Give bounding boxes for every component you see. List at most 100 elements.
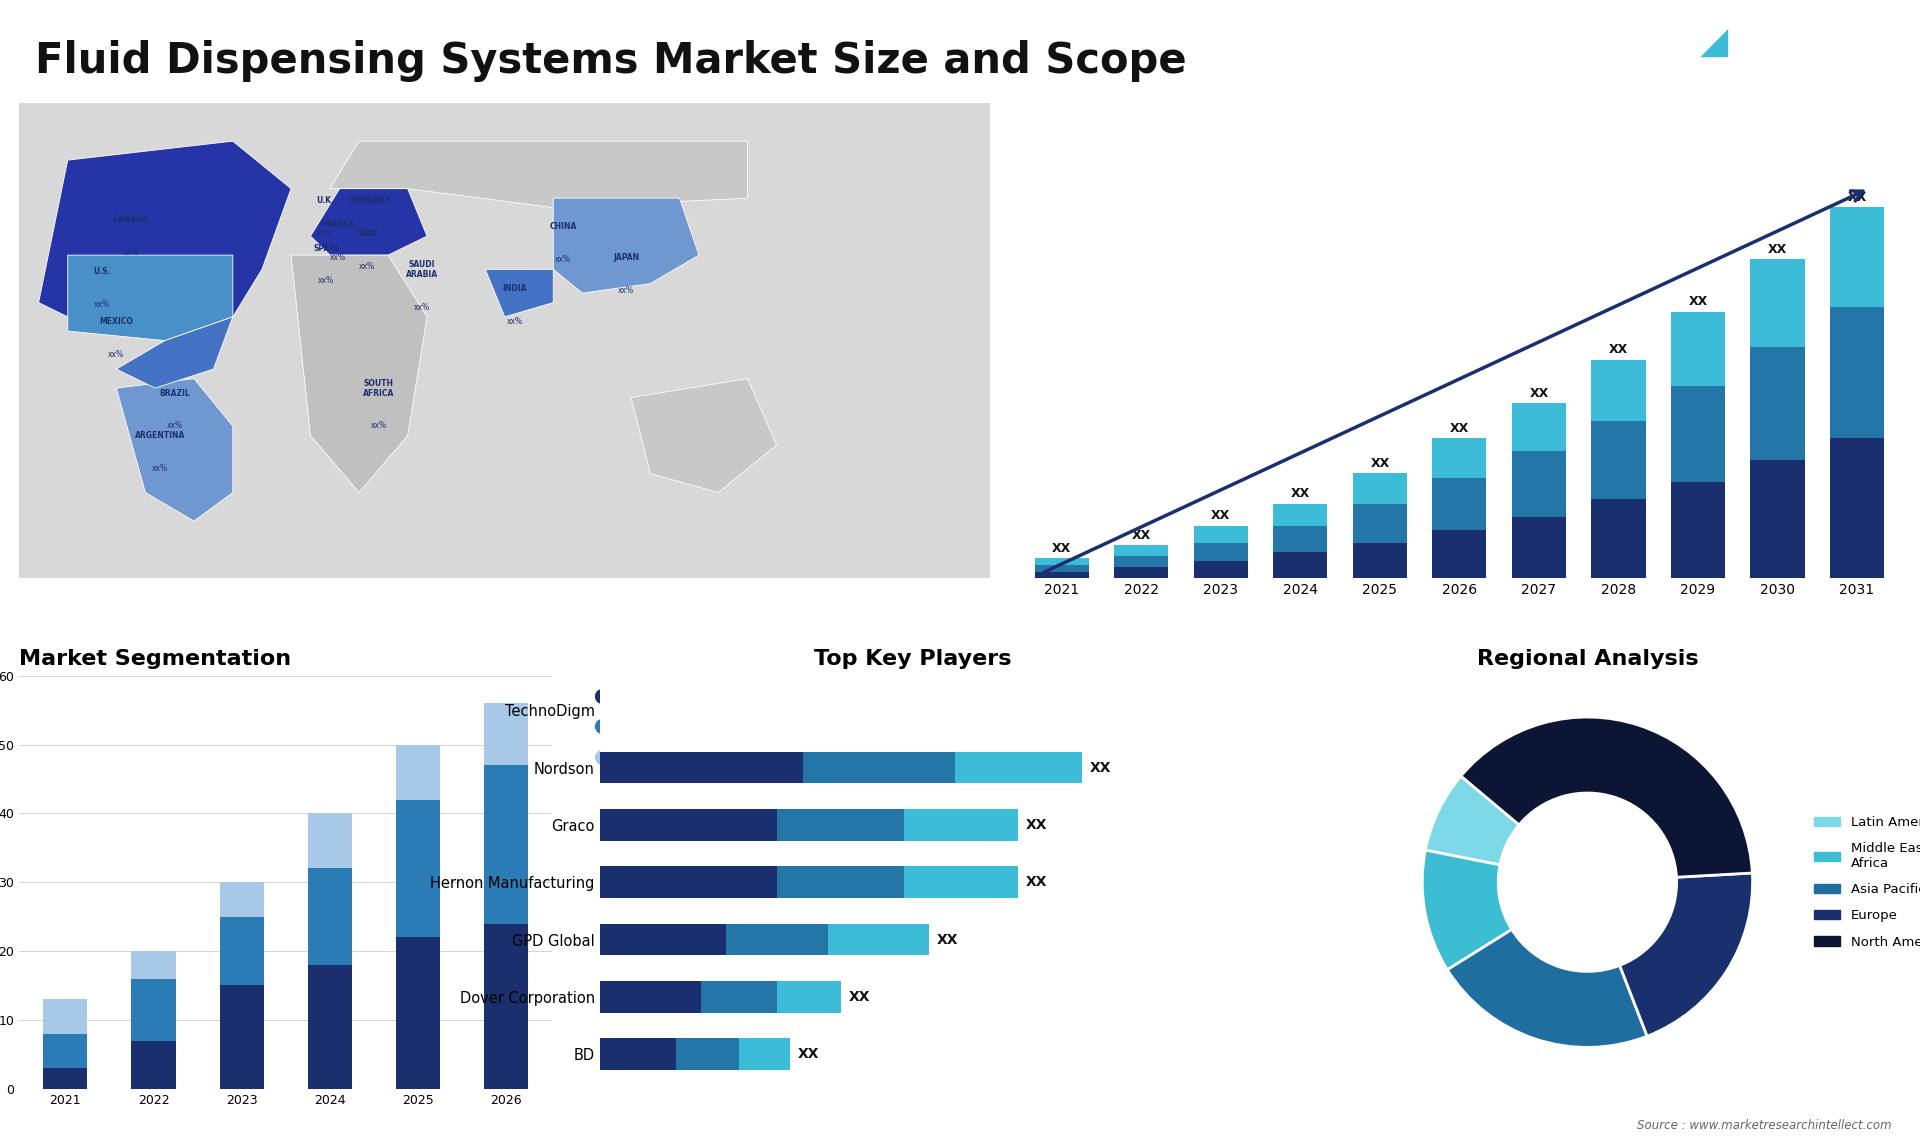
Polygon shape — [632, 378, 776, 493]
Bar — [396, 800, 440, 937]
Polygon shape — [330, 141, 747, 207]
Circle shape — [1498, 793, 1676, 972]
Text: XX: XX — [1688, 296, 1707, 308]
Bar — [1830, 439, 1884, 578]
Bar — [1592, 421, 1645, 500]
Bar — [307, 869, 351, 965]
Text: BRAZIL: BRAZIL — [159, 388, 190, 398]
Text: INDIA: INDIA — [503, 284, 526, 293]
Text: XX: XX — [1847, 190, 1866, 204]
Text: ITALY: ITALY — [355, 229, 378, 238]
Text: Market Segmentation: Market Segmentation — [19, 649, 292, 668]
Bar — [726, 924, 828, 956]
Bar — [44, 999, 88, 1034]
Text: U.S.: U.S. — [92, 267, 111, 276]
Polygon shape — [67, 256, 232, 340]
Legend: Type, Application, Geography: Type, Application, Geography — [582, 683, 722, 771]
Text: xx%: xx% — [94, 300, 109, 309]
Text: xx%: xx% — [108, 350, 125, 359]
Text: xx%: xx% — [361, 229, 376, 238]
Text: XX: XX — [1212, 509, 1231, 523]
Text: XX: XX — [937, 933, 958, 947]
Bar — [1273, 504, 1327, 526]
Bar — [1035, 558, 1089, 565]
Text: xx%: xx% — [618, 286, 634, 295]
Bar — [1432, 478, 1486, 531]
Text: xx%: xx% — [507, 316, 522, 325]
Text: SOUTH
AFRICA: SOUTH AFRICA — [363, 379, 394, 398]
Text: XX: XX — [1131, 528, 1150, 542]
Bar — [131, 979, 175, 1041]
Bar — [1114, 545, 1169, 556]
Bar — [1830, 307, 1884, 439]
Bar — [1273, 526, 1327, 552]
Bar — [219, 917, 263, 986]
Bar — [599, 752, 803, 784]
Title: Top Key Players: Top Key Players — [814, 649, 1012, 668]
Bar — [131, 951, 175, 979]
Text: FRANCE: FRANCE — [321, 220, 355, 229]
Polygon shape — [117, 316, 232, 388]
Bar — [131, 1041, 175, 1089]
Bar — [1273, 552, 1327, 578]
Bar — [219, 986, 263, 1089]
Text: U.K.: U.K. — [317, 196, 334, 205]
Text: Source : www.marketresearchintellect.com: Source : www.marketresearchintellect.com — [1636, 1120, 1891, 1132]
Bar — [1354, 543, 1407, 578]
Bar — [828, 924, 929, 956]
Text: MARKET: MARKET — [1770, 37, 1820, 46]
Bar — [599, 924, 726, 956]
Text: xx%: xx% — [317, 229, 334, 238]
Bar — [778, 981, 841, 1013]
Polygon shape — [292, 256, 426, 493]
Bar — [219, 882, 263, 917]
Bar — [599, 1038, 676, 1070]
Title: Regional Analysis: Regional Analysis — [1476, 649, 1697, 668]
Bar — [307, 965, 351, 1089]
Bar — [396, 937, 440, 1089]
Bar — [1751, 259, 1805, 347]
Polygon shape — [38, 141, 292, 340]
Text: JAPAN: JAPAN — [612, 253, 639, 262]
Text: XX: XX — [797, 1047, 820, 1061]
Bar — [1751, 461, 1805, 578]
Bar — [44, 1068, 88, 1089]
Polygon shape — [553, 198, 699, 293]
Text: INTELLECT: INTELLECT — [1764, 78, 1826, 87]
Bar — [1432, 439, 1486, 478]
Bar — [484, 704, 528, 766]
Bar — [1354, 473, 1407, 504]
Polygon shape — [486, 269, 553, 316]
Bar — [307, 814, 351, 869]
Text: xx%: xx% — [359, 262, 374, 272]
Text: xx%: xx% — [319, 276, 334, 285]
Bar — [739, 1038, 789, 1070]
Text: ARGENTINA: ARGENTINA — [134, 431, 184, 440]
Text: CANADA: CANADA — [113, 215, 150, 225]
Bar — [1592, 360, 1645, 421]
Text: XX: XX — [1768, 243, 1788, 256]
Text: XX: XX — [849, 990, 870, 1004]
Text: XX: XX — [1371, 457, 1390, 470]
Bar — [803, 752, 954, 784]
Wedge shape — [1423, 850, 1511, 970]
Bar — [904, 809, 1018, 841]
Bar — [1751, 347, 1805, 461]
Polygon shape — [117, 378, 232, 521]
Bar — [1194, 526, 1248, 543]
Bar — [1670, 312, 1724, 386]
Text: SAUDI
ARABIA: SAUDI ARABIA — [407, 260, 438, 278]
Bar — [484, 924, 528, 1089]
Text: XX: XX — [1290, 487, 1309, 501]
Text: xx%: xx% — [167, 422, 182, 431]
Bar — [1670, 386, 1724, 482]
Text: XX: XX — [1025, 818, 1048, 832]
Text: XX: XX — [1450, 422, 1469, 434]
Text: xx%: xx% — [330, 253, 346, 261]
Bar — [1432, 531, 1486, 578]
Text: MEXICO: MEXICO — [100, 317, 132, 327]
Wedge shape — [1425, 776, 1519, 865]
Bar — [1114, 556, 1169, 567]
Bar — [954, 752, 1081, 784]
Bar — [1194, 543, 1248, 560]
